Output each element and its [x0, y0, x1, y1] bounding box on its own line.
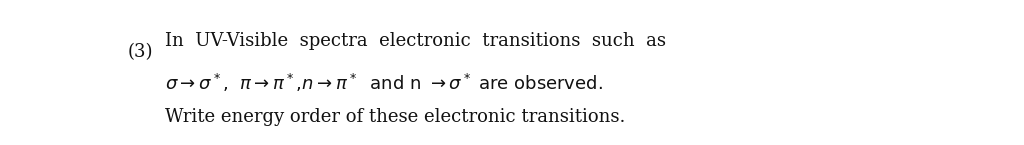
Text: Write energy order of these electronic transitions.: Write energy order of these electronic t… — [165, 108, 626, 126]
Text: $\sigma \rightarrow \sigma^*$,  $\pi \rightarrow \pi^*$,$n \rightarrow \pi^*$  a: $\sigma \rightarrow \sigma^*$, $\pi \rig… — [165, 72, 603, 94]
Text: (3): (3) — [127, 43, 153, 61]
Text: In  UV-Visible  spectra  electronic  transitions  such  as: In UV-Visible spectra electronic transit… — [165, 32, 666, 50]
